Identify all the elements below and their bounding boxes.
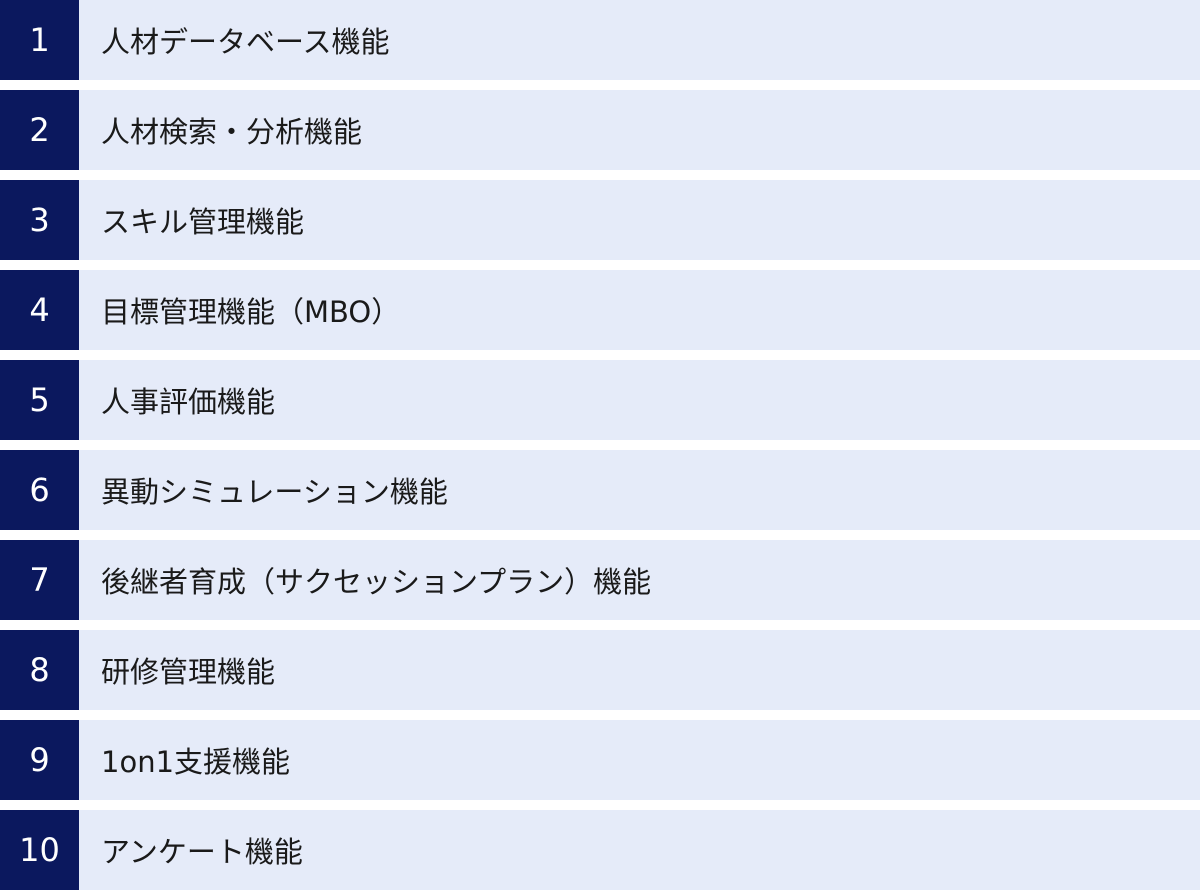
- item-label: 1on1支援機能: [79, 720, 1200, 800]
- item-number: 4: [0, 270, 79, 350]
- item-number: 5: [0, 360, 79, 440]
- list-item: 4 目標管理機能（MBO）: [0, 270, 1200, 350]
- list-item: 9 1on1支援機能: [0, 720, 1200, 800]
- item-number: 10: [0, 810, 79, 890]
- item-label: 人材データベース機能: [79, 0, 1200, 80]
- list-item: 6 異動シミュレーション機能: [0, 450, 1200, 530]
- item-label: 人事評価機能: [79, 360, 1200, 440]
- list-item: 5 人事評価機能: [0, 360, 1200, 440]
- list-item: 1 人材データベース機能: [0, 0, 1200, 80]
- item-label: 異動シミュレーション機能: [79, 450, 1200, 530]
- item-number: 8: [0, 630, 79, 710]
- item-number: 6: [0, 450, 79, 530]
- item-number: 9: [0, 720, 79, 800]
- item-label: 人材検索・分析機能: [79, 90, 1200, 170]
- item-label: 目標管理機能（MBO）: [79, 270, 1200, 350]
- item-label: スキル管理機能: [79, 180, 1200, 260]
- list-item: 8 研修管理機能: [0, 630, 1200, 710]
- list-item: 7 後継者育成（サクセッションプラン）機能: [0, 540, 1200, 620]
- item-number: 2: [0, 90, 79, 170]
- list-item: 3 スキル管理機能: [0, 180, 1200, 260]
- item-number: 7: [0, 540, 79, 620]
- item-number: 3: [0, 180, 79, 260]
- list-item: 2 人材検索・分析機能: [0, 90, 1200, 170]
- item-label: アンケート機能: [79, 810, 1200, 890]
- item-label: 研修管理機能: [79, 630, 1200, 710]
- item-number: 1: [0, 0, 79, 80]
- list-item: 10 アンケート機能: [0, 810, 1200, 890]
- item-label: 後継者育成（サクセッションプラン）機能: [79, 540, 1200, 620]
